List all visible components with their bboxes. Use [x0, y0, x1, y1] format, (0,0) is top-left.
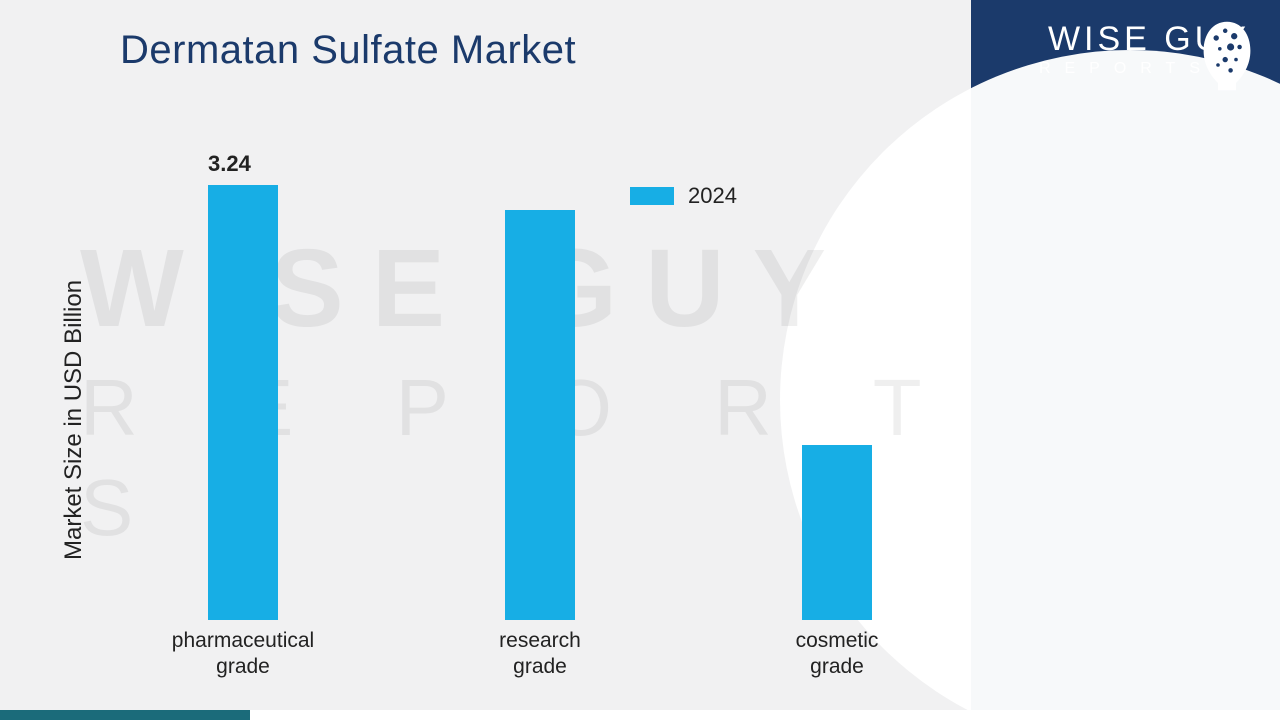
bar-cosmetic — [802, 445, 872, 620]
bottom-accent-strip — [0, 710, 250, 720]
chart-title: Dermatan Sulfate Market — [120, 28, 576, 73]
category-label-pharmaceutical: pharmaceuticalgrade — [158, 628, 328, 681]
value-label-pharmaceutical: 3.24 — [208, 151, 251, 177]
plot-area: 3.24pharmaceuticalgraderesearchgradecosm… — [130, 150, 950, 620]
bar-research — [505, 210, 575, 620]
y-axis-label: Market Size in USD Billion — [60, 280, 88, 560]
logo-head-icon — [1198, 20, 1256, 92]
category-label-research: researchgrade — [455, 628, 625, 681]
bar-pharmaceutical — [208, 185, 278, 620]
brand-logo: WISE GUY REPORTS — [990, 22, 1250, 102]
category-label-cosmetic: cosmeticgrade — [752, 628, 922, 681]
canvas: WISE GUY R E P O R T S Dermatan Sulfate … — [0, 0, 1280, 720]
